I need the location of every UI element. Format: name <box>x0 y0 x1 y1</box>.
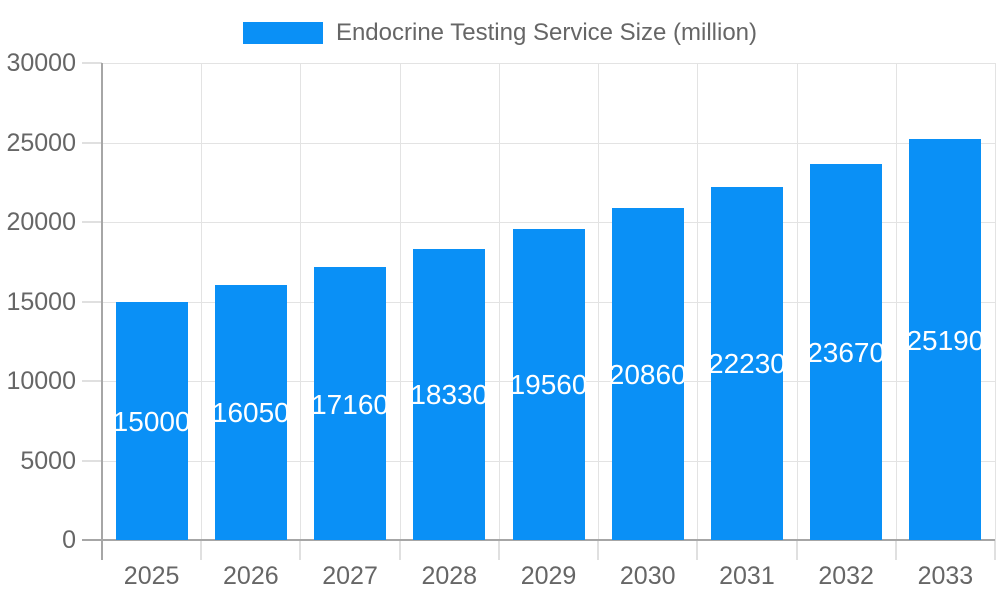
y-axis-tick-mark <box>82 539 102 541</box>
legend-label: Endocrine Testing Service Size (million) <box>335 19 758 46</box>
bar[interactable] <box>512 228 585 540</box>
x-axis-tick-mark <box>894 540 897 560</box>
gridline-vertical <box>300 63 302 540</box>
gridline-vertical <box>895 63 897 540</box>
bar-value-label: 20860 <box>608 359 687 391</box>
bar-value-label: 25190 <box>906 324 985 356</box>
y-axis-tick-mark <box>82 459 102 462</box>
gridline-vertical <box>201 63 203 540</box>
bar-value-label: 18330 <box>410 379 489 411</box>
bar[interactable] <box>909 139 982 540</box>
bar[interactable] <box>214 284 287 540</box>
y-axis-line <box>101 63 103 540</box>
x-tick-label: 2031 <box>719 562 775 590</box>
x-tick-label: 2025 <box>123 562 180 590</box>
bar[interactable] <box>710 186 783 540</box>
gridline-vertical <box>498 63 500 540</box>
legend-item[interactable]: Endocrine Testing Service Size (million) <box>242 19 758 47</box>
bar[interactable] <box>314 267 387 540</box>
gridline-vertical <box>399 63 401 540</box>
bar-value-label: 16050 <box>211 397 290 429</box>
legend: Endocrine Testing Service Size (million) <box>0 19 1000 47</box>
x-axis-tick-mark <box>795 540 798 560</box>
x-axis-line <box>102 539 995 541</box>
y-axis-tick-mark <box>82 300 102 303</box>
x-axis-tick-mark <box>497 540 500 560</box>
bar-value-label: 19560 <box>509 369 588 401</box>
x-tick-label: 2028 <box>421 562 478 590</box>
x-tick-label: 2026 <box>223 562 279 590</box>
y-axis-tick-mark <box>82 62 102 64</box>
y-tick-label: 30000 <box>6 49 76 77</box>
bar[interactable] <box>611 208 684 540</box>
y-tick-label: 0 <box>62 526 76 554</box>
x-axis-tick-mark <box>696 540 699 560</box>
bar[interactable] <box>413 248 486 540</box>
bar-value-label: 23670 <box>807 336 886 368</box>
x-axis-tick-mark <box>299 540 302 560</box>
gridline-vertical <box>697 63 699 540</box>
x-axis-tick-mark <box>398 540 401 560</box>
gridline-vertical <box>995 63 996 540</box>
x-tick-label: 2033 <box>917 562 974 590</box>
x-tick-label: 2027 <box>322 562 378 590</box>
x-axis-tick-mark <box>597 540 600 560</box>
bar[interactable] <box>810 163 883 540</box>
gridline-vertical <box>598 63 600 540</box>
x-axis-tick-mark <box>994 540 996 560</box>
gridline-vertical <box>796 63 798 540</box>
bar-value-label: 15000 <box>112 405 191 437</box>
x-axis-tick-mark <box>200 540 203 560</box>
y-tick-label: 15000 <box>6 287 76 316</box>
y-axis-tick-mark <box>82 380 102 382</box>
x-tick-label: 2030 <box>619 562 676 590</box>
bar-value-label: 22230 <box>708 348 786 380</box>
x-tick-label: 2032 <box>818 562 874 590</box>
x-tick-label: 2029 <box>520 562 577 590</box>
y-axis-tick-mark <box>82 221 102 223</box>
gridline-horizontal <box>102 63 995 64</box>
y-tick-label: 10000 <box>6 367 76 395</box>
gridline-horizontal <box>102 222 995 223</box>
bar[interactable] <box>115 301 188 540</box>
y-tick-label: 25000 <box>6 128 76 157</box>
y-tick-label: 20000 <box>6 208 76 236</box>
bar-value-label: 17160 <box>311 388 389 420</box>
x-axis-tick-mark <box>101 540 103 560</box>
y-tick-label: 5000 <box>20 446 76 475</box>
gridline-horizontal <box>102 142 995 144</box>
legend-swatch-icon <box>242 22 323 44</box>
y-axis-tick-mark <box>82 141 102 144</box>
